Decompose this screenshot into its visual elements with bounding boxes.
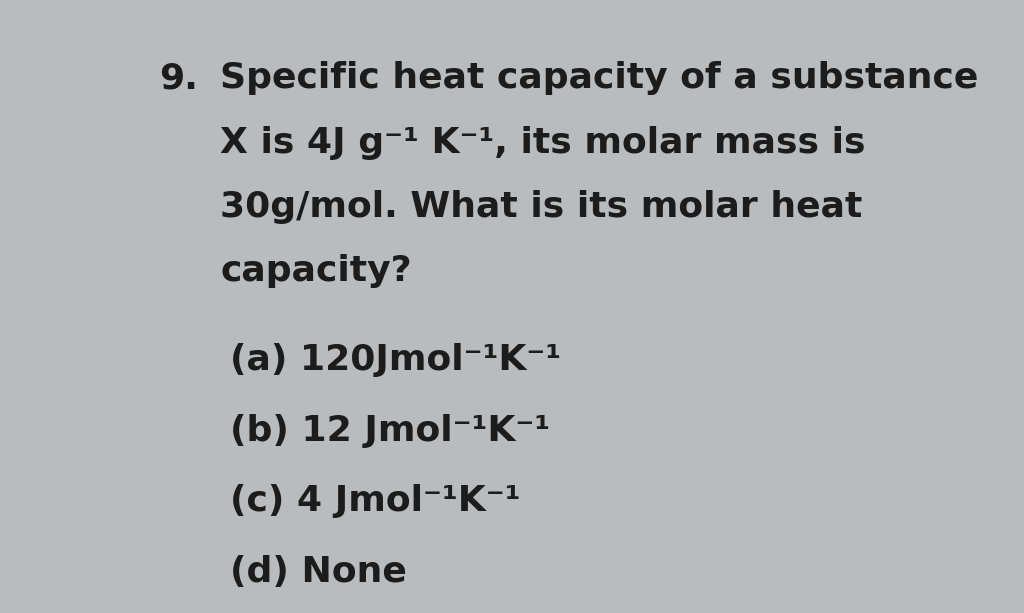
Text: X is 4J g⁻¹ K⁻¹, its molar mass is: X is 4J g⁻¹ K⁻¹, its molar mass is (220, 126, 865, 159)
Text: capacity?: capacity? (220, 254, 412, 288)
Text: (c) 4 Jmol⁻¹K⁻¹: (c) 4 Jmol⁻¹K⁻¹ (230, 484, 521, 518)
Text: Specific heat capacity of a substance: Specific heat capacity of a substance (220, 61, 979, 95)
Text: (d) None: (d) None (230, 555, 408, 588)
Text: 9.: 9. (159, 61, 198, 95)
Text: (b) 12 Jmol⁻¹K⁻¹: (b) 12 Jmol⁻¹K⁻¹ (230, 414, 551, 447)
Text: (a) 120Jmol⁻¹K⁻¹: (a) 120Jmol⁻¹K⁻¹ (230, 343, 561, 377)
Text: 30g/mol. What is its molar heat: 30g/mol. What is its molar heat (220, 190, 862, 224)
